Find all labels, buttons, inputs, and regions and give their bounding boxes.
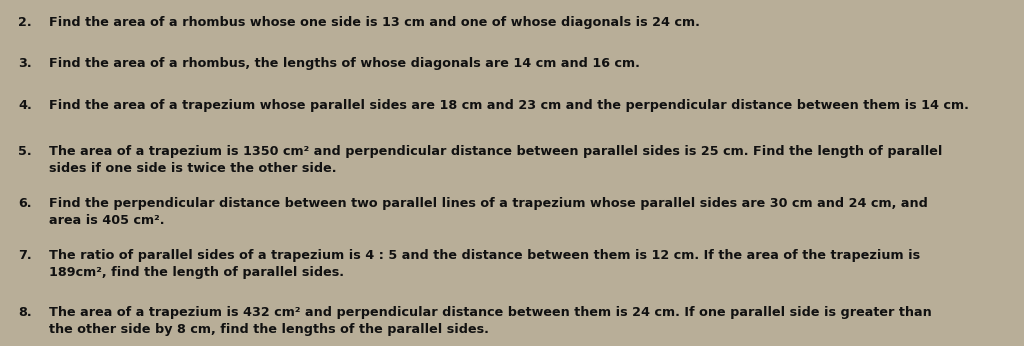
Text: 4.: 4. bbox=[18, 99, 32, 112]
Text: 5.: 5. bbox=[18, 145, 32, 158]
Text: The ratio of parallel sides of a trapezium is 4 : 5 and the distance between the: The ratio of parallel sides of a trapezi… bbox=[49, 249, 921, 279]
Text: Find the perpendicular distance between two parallel lines of a trapezium whose : Find the perpendicular distance between … bbox=[49, 197, 928, 227]
Text: 2.: 2. bbox=[18, 16, 32, 29]
Text: The area of a trapezium is 432 cm² and perpendicular distance between them is 24: The area of a trapezium is 432 cm² and p… bbox=[49, 306, 932, 336]
Text: 8.: 8. bbox=[18, 306, 32, 319]
Text: Find the area of a trapezium whose parallel sides are 18 cm and 23 cm and the pe: Find the area of a trapezium whose paral… bbox=[49, 99, 969, 112]
Text: 7.: 7. bbox=[18, 249, 32, 262]
Text: The area of a trapezium is 1350 cm² and perpendicular distance between parallel : The area of a trapezium is 1350 cm² and … bbox=[49, 145, 942, 175]
Text: Find the area of a rhombus, the lengths of whose diagonals are 14 cm and 16 cm.: Find the area of a rhombus, the lengths … bbox=[49, 57, 640, 70]
Text: 6.: 6. bbox=[18, 197, 32, 210]
Text: Find the area of a rhombus whose one side is 13 cm and one of whose diagonals is: Find the area of a rhombus whose one sid… bbox=[49, 16, 700, 29]
Text: 3.: 3. bbox=[18, 57, 32, 70]
